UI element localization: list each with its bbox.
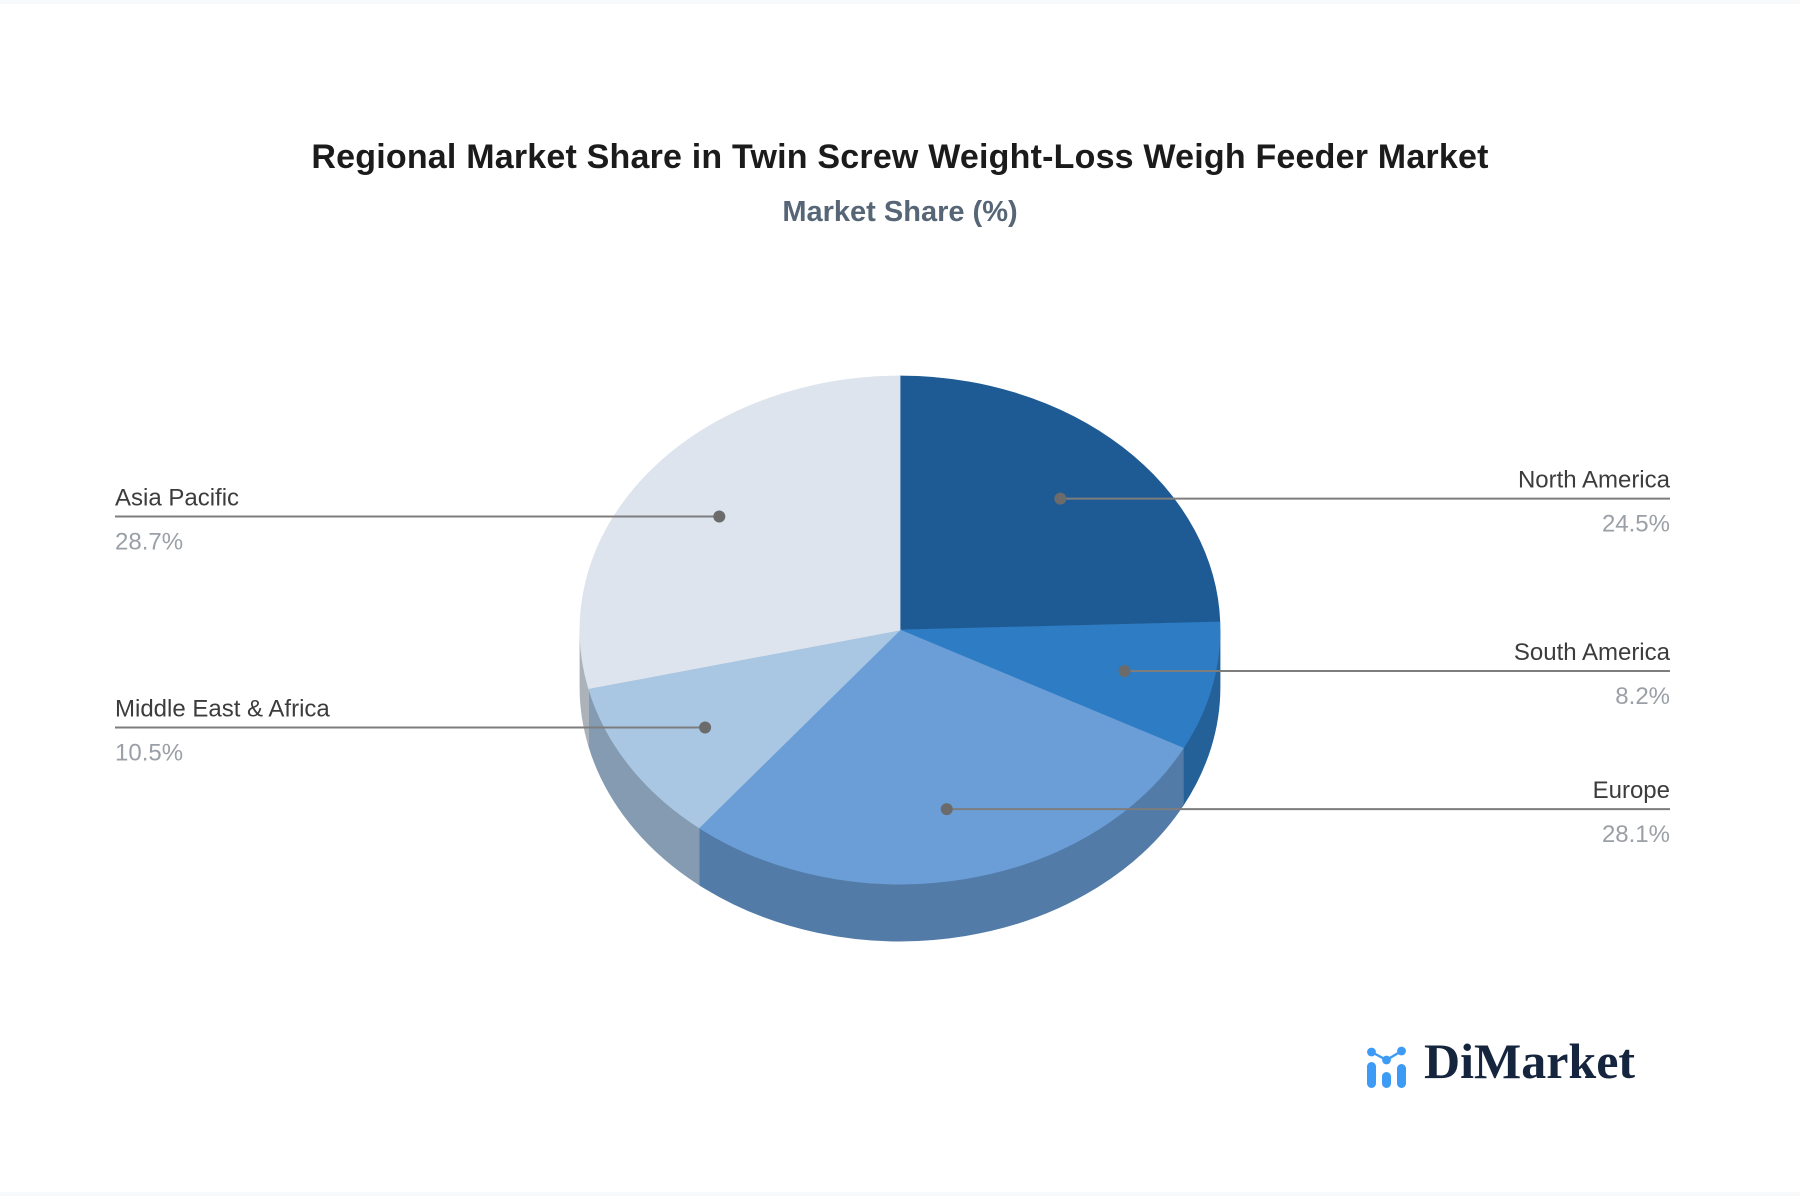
brand-logo-text: DiMarket bbox=[1424, 1033, 1636, 1089]
leader-dot bbox=[699, 721, 712, 734]
slice-value: 28.1% bbox=[1602, 821, 1670, 848]
slice-label-asia-pacific: Asia Pacific 28.7% bbox=[115, 485, 726, 556]
slice-label-middle-east-africa: Middle East & Africa 10.5% bbox=[115, 696, 712, 767]
pie-slice-europe[interactable] bbox=[698, 629, 1184, 885]
leader-dot bbox=[1054, 492, 1067, 505]
slice-value: 8.2% bbox=[1615, 683, 1670, 710]
leader-dot bbox=[713, 510, 726, 523]
chart-subtitle: Market Share (%) bbox=[782, 196, 1018, 228]
brand-logo: DiMarket bbox=[1366, 1036, 1635, 1088]
pie-slice-asia-pacific[interactable] bbox=[579, 375, 901, 689]
slice-name: Asia Pacific bbox=[115, 485, 239, 512]
slice-name: Europe bbox=[1593, 777, 1670, 804]
slice-name: North America bbox=[1518, 467, 1671, 494]
pie-slices bbox=[579, 375, 1221, 885]
pie-slice-middle-east-africa[interactable] bbox=[588, 629, 901, 829]
page-border-top bbox=[0, 0, 1800, 4]
pie-slice-south-america[interactable] bbox=[899, 621, 1221, 749]
chart-title: Regional Market Share in Twin Screw Weig… bbox=[311, 138, 1489, 176]
slice-value: 24.5% bbox=[1602, 511, 1670, 538]
slice-label-europe: Europe 28.1% bbox=[940, 777, 1670, 848]
page-border-bottom bbox=[0, 1192, 1800, 1196]
leader-dot bbox=[1118, 665, 1131, 678]
slice-value: 10.5% bbox=[115, 740, 183, 767]
slice-value: 28.7% bbox=[115, 529, 183, 556]
leader-dot bbox=[940, 803, 953, 816]
bar-line-chart-icon bbox=[1367, 1046, 1406, 1088]
slice-name: Middle East & Africa bbox=[115, 696, 330, 723]
slice-label-south-america: South America 8.2% bbox=[1118, 639, 1671, 710]
slice-label-north-america: North America 24.5% bbox=[1054, 467, 1671, 538]
slice-name: South America bbox=[1514, 639, 1671, 666]
